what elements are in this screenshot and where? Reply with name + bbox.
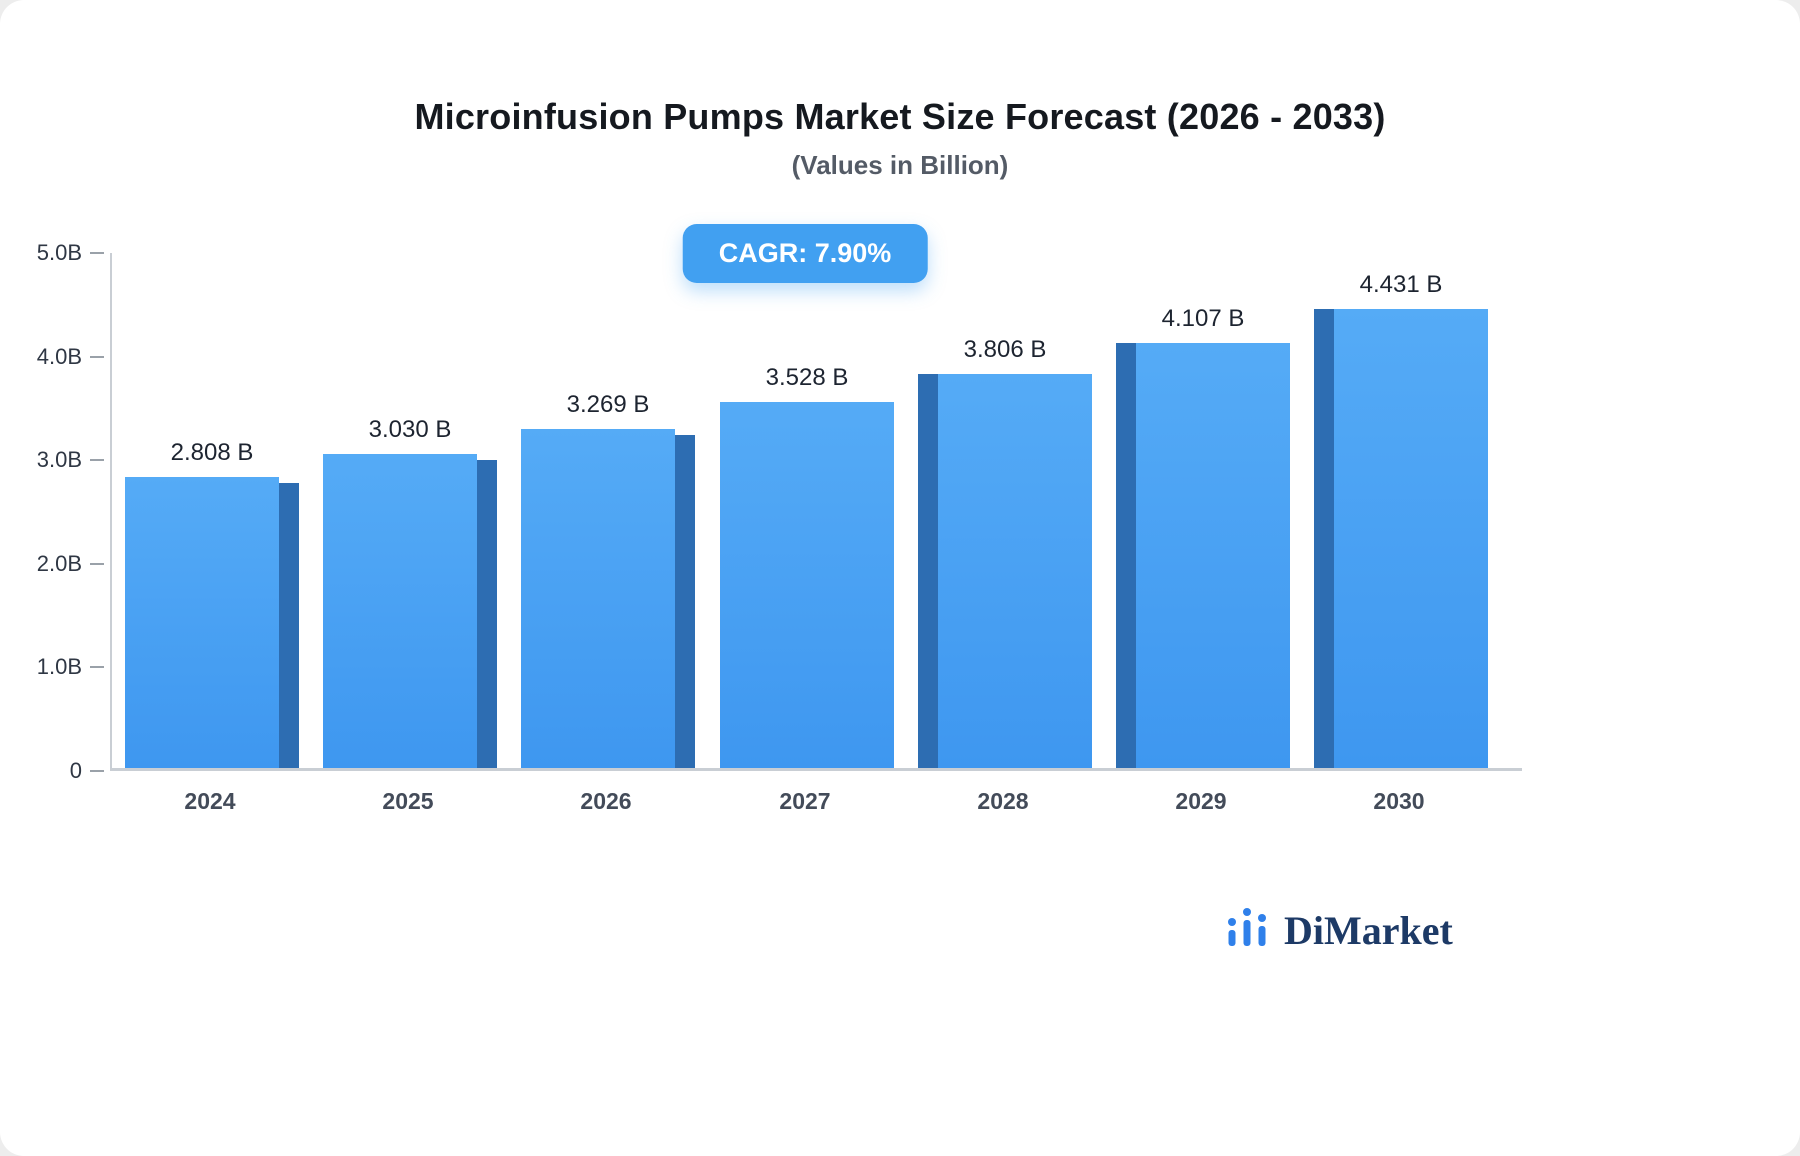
bar-value-label: 2.808 B (170, 439, 254, 466)
chart-title: Microinfusion Pumps Market Size Forecast… (414, 96, 1386, 137)
bar-side-shade (1314, 309, 1334, 768)
bar-2026: 3.269 B (521, 391, 695, 768)
brand-name: DiMarket (1284, 908, 1453, 953)
y-tick-label: 5.0B (36, 240, 82, 265)
bar-value-label: 4.431 B (1359, 271, 1443, 298)
bar-2028: 3.806 B (918, 336, 1092, 768)
y-tick-label: 0 (69, 758, 82, 783)
chart-subtitle: (Values in Billion) (791, 150, 1009, 180)
plot-area: 2.808 B 3.030 B 3.269 B 3.528 B 3.806 B 4.107… (110, 253, 1522, 771)
x-tick-label-2027: 2027 (779, 788, 831, 814)
y-tick-label: 4.0B (36, 344, 82, 369)
bar-value-label: 3.269 B (566, 391, 650, 418)
y-tick-mark (90, 459, 104, 461)
bar-side-shade (918, 374, 938, 768)
bar-face (720, 402, 894, 768)
x-tick-label-2028: 2028 (977, 788, 1029, 814)
x-tick-label-2029: 2029 (1175, 788, 1227, 814)
bar-face (938, 374, 1092, 768)
bar-face (1334, 309, 1488, 768)
y-tick-mark (90, 770, 104, 772)
bar-2030: 4.431 B (1314, 271, 1488, 768)
bar-face (323, 454, 477, 768)
x-tick-label-2024: 2024 (184, 788, 236, 814)
bar-value-label: 3.528 B (765, 364, 849, 391)
bar-face (1136, 343, 1290, 768)
bar-value-label: 3.030 B (368, 416, 452, 443)
brand-logo: DiMarket (1226, 906, 1453, 955)
cagr-badge: CAGR: 7.90% (682, 224, 928, 283)
y-tick-label: 3.0B (36, 447, 82, 472)
y-tick-label: 1.0B (36, 654, 82, 679)
bar-value-label: 4.107 B (1161, 305, 1245, 332)
bar-face (521, 429, 675, 768)
y-tick-mark (90, 252, 104, 254)
bar-side-shade (1116, 343, 1136, 768)
bar-value-label: 3.806 B (963, 336, 1047, 363)
bar-side-shade (279, 483, 299, 768)
bar-2025: 3.030 B (323, 416, 497, 768)
bar-chart-logo-icon (1226, 906, 1272, 955)
bar-2024: 2.808 B (125, 439, 299, 768)
bar-side-shade (675, 435, 695, 768)
x-tick-label-2030: 2030 (1373, 788, 1425, 814)
bar-side-shade (477, 460, 497, 768)
bar-face (125, 477, 279, 768)
y-tick-label: 2.0B (36, 551, 82, 576)
y-tick-mark (90, 666, 104, 668)
bar-2027: 3.528 B (720, 364, 894, 768)
y-tick-mark (90, 356, 104, 358)
x-tick-label-2025: 2025 (382, 788, 434, 814)
y-tick-mark (90, 563, 104, 565)
x-tick-label-2026: 2026 (580, 788, 632, 814)
bar-2029: 4.107 B (1116, 305, 1290, 768)
